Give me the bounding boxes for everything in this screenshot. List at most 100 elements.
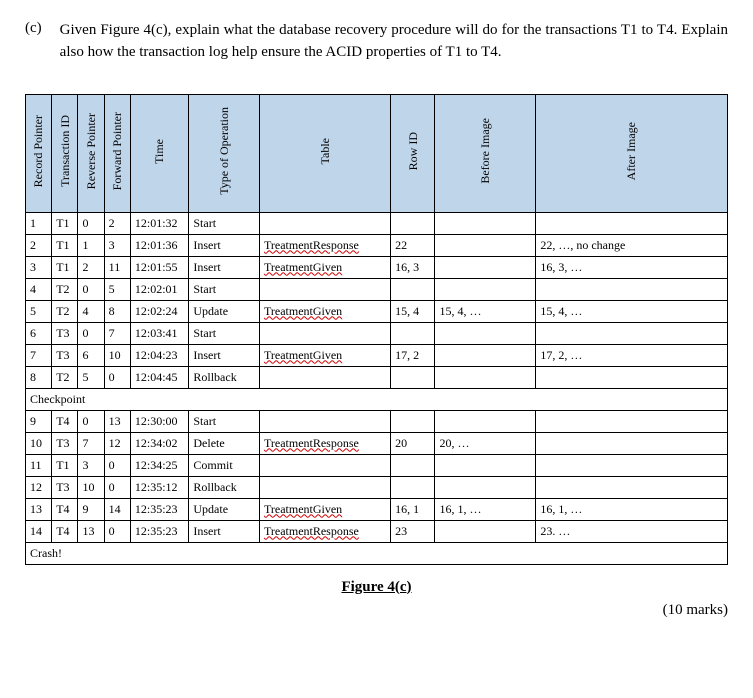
table-cell: 20 [391, 432, 435, 454]
table-cell: TreatmentResponse [259, 432, 390, 454]
table-cell: 15, 4, … [536, 300, 728, 322]
table-cell: 13 [104, 410, 130, 432]
table-cell [435, 410, 536, 432]
table-row: 2T11312:01:36InsertTreatmentResponse2222… [26, 234, 728, 256]
table-cell: T1 [52, 234, 78, 256]
table-cell: 16, 1, … [536, 498, 728, 520]
table-cell: 12:02:24 [130, 300, 189, 322]
table-cell: 12:03:41 [130, 322, 189, 344]
table-cell: 12:35:23 [130, 498, 189, 520]
table-cell: 2 [26, 234, 52, 256]
table-cell: 5 [104, 278, 130, 300]
table-cell: Rollback [189, 366, 260, 388]
table-cell: T3 [52, 322, 78, 344]
table-cell: 6 [78, 344, 104, 366]
table-cell: 11 [104, 256, 130, 278]
table-cell: Start [189, 410, 260, 432]
table-cell [536, 322, 728, 344]
column-header: Table [259, 94, 390, 212]
figure-caption: Figure 4(c) [25, 579, 728, 596]
table-cell: 14 [26, 520, 52, 542]
checkpoint-row: Checkpoint [26, 388, 728, 410]
table-cell: 12:34:02 [130, 432, 189, 454]
table-row: 14T413012:35:23InsertTreatmentResponse23… [26, 520, 728, 542]
table-cell: 12:01:32 [130, 212, 189, 234]
table-cell: 12:35:12 [130, 476, 189, 498]
table-cell: 0 [78, 322, 104, 344]
table-cell: 1 [78, 234, 104, 256]
table-cell: T1 [52, 212, 78, 234]
table-cell: 3 [104, 234, 130, 256]
table-cell: 10 [26, 432, 52, 454]
table-cell [536, 410, 728, 432]
table-cell: Insert [189, 344, 260, 366]
column-header: Record Pointer [26, 94, 52, 212]
table-cell: Update [189, 300, 260, 322]
table-cell: 13 [78, 520, 104, 542]
table-row: 10T371212:34:02DeleteTreatmentResponse20… [26, 432, 728, 454]
table-cell: 12:30:00 [130, 410, 189, 432]
table-cell: 12:02:01 [130, 278, 189, 300]
table-cell: Start [189, 278, 260, 300]
column-header: Time [130, 94, 189, 212]
table-cell [259, 454, 390, 476]
table-row: 13T491412:35:23UpdateTreatmentGiven16, 1… [26, 498, 728, 520]
table-cell: T1 [52, 454, 78, 476]
table-cell: 16, 1, … [435, 498, 536, 520]
table-cell: TreatmentGiven [259, 300, 390, 322]
table-cell [536, 366, 728, 388]
table-cell: 4 [26, 278, 52, 300]
table-cell: 0 [104, 476, 130, 498]
table-cell: 12 [104, 432, 130, 454]
table-cell: 17, 2, … [536, 344, 728, 366]
table-row: 6T30712:03:41Start [26, 322, 728, 344]
table-cell: 4 [78, 300, 104, 322]
table-cell: T4 [52, 410, 78, 432]
table-cell: T2 [52, 366, 78, 388]
table-cell: 20, … [435, 432, 536, 454]
crash-label: Crash! [26, 542, 728, 564]
table-cell: 0 [78, 212, 104, 234]
table-cell: 0 [78, 278, 104, 300]
table-cell: 9 [26, 410, 52, 432]
table-cell: 0 [104, 454, 130, 476]
table-cell [259, 212, 390, 234]
table-cell: 15, 4 [391, 300, 435, 322]
table-cell: 17, 2 [391, 344, 435, 366]
table-cell [435, 212, 536, 234]
table-cell: TreatmentResponse [259, 520, 390, 542]
table-cell: 23 [391, 520, 435, 542]
table-cell [391, 212, 435, 234]
table-cell: TreatmentGiven [259, 344, 390, 366]
table-cell: T1 [52, 256, 78, 278]
table-cell [259, 476, 390, 498]
table-cell: 12:04:45 [130, 366, 189, 388]
table-cell: Insert [189, 520, 260, 542]
table-cell [435, 366, 536, 388]
table-cell: 15, 4, … [435, 300, 536, 322]
column-header: Reverse Pointer [78, 94, 104, 212]
table-cell: 7 [104, 322, 130, 344]
column-header: After Image [536, 94, 728, 212]
table-cell: 12:34:25 [130, 454, 189, 476]
table-cell: 3 [78, 454, 104, 476]
table-row: 3T121112:01:55InsertTreatmentGiven16, 31… [26, 256, 728, 278]
table-cell [536, 432, 728, 454]
table-cell: 0 [78, 410, 104, 432]
table-row: 12T310012:35:12Rollback [26, 476, 728, 498]
table-cell: 5 [78, 366, 104, 388]
table-row: 5T24812:02:24UpdateTreatmentGiven15, 415… [26, 300, 728, 322]
table-cell: 23. … [536, 520, 728, 542]
table-cell: 3 [26, 256, 52, 278]
table-cell: 6 [26, 322, 52, 344]
table-cell: 11 [26, 454, 52, 476]
table-cell: 16, 3, … [536, 256, 728, 278]
table-cell: 22 [391, 234, 435, 256]
table-cell: Start [189, 322, 260, 344]
table-cell [259, 322, 390, 344]
table-cell: Insert [189, 234, 260, 256]
table-cell: T4 [52, 498, 78, 520]
table-cell [391, 366, 435, 388]
table-cell [435, 476, 536, 498]
table-cell: 13 [26, 498, 52, 520]
